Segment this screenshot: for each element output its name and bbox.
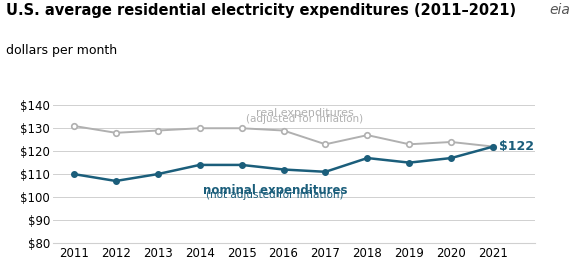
Text: $122: $122 (499, 140, 534, 153)
Text: nominal expenditures: nominal expenditures (203, 184, 348, 197)
Text: U.S. average residential electricity expenditures (2011–2021): U.S. average residential electricity exp… (6, 3, 516, 18)
Text: dollars per month: dollars per month (6, 44, 117, 57)
Text: (adjusted for inflation): (adjusted for inflation) (246, 114, 363, 124)
Text: real expenditures: real expenditures (256, 108, 353, 118)
Text: (not adjusted for inflation): (not adjusted for inflation) (206, 190, 344, 200)
Text: eia: eia (549, 3, 570, 17)
